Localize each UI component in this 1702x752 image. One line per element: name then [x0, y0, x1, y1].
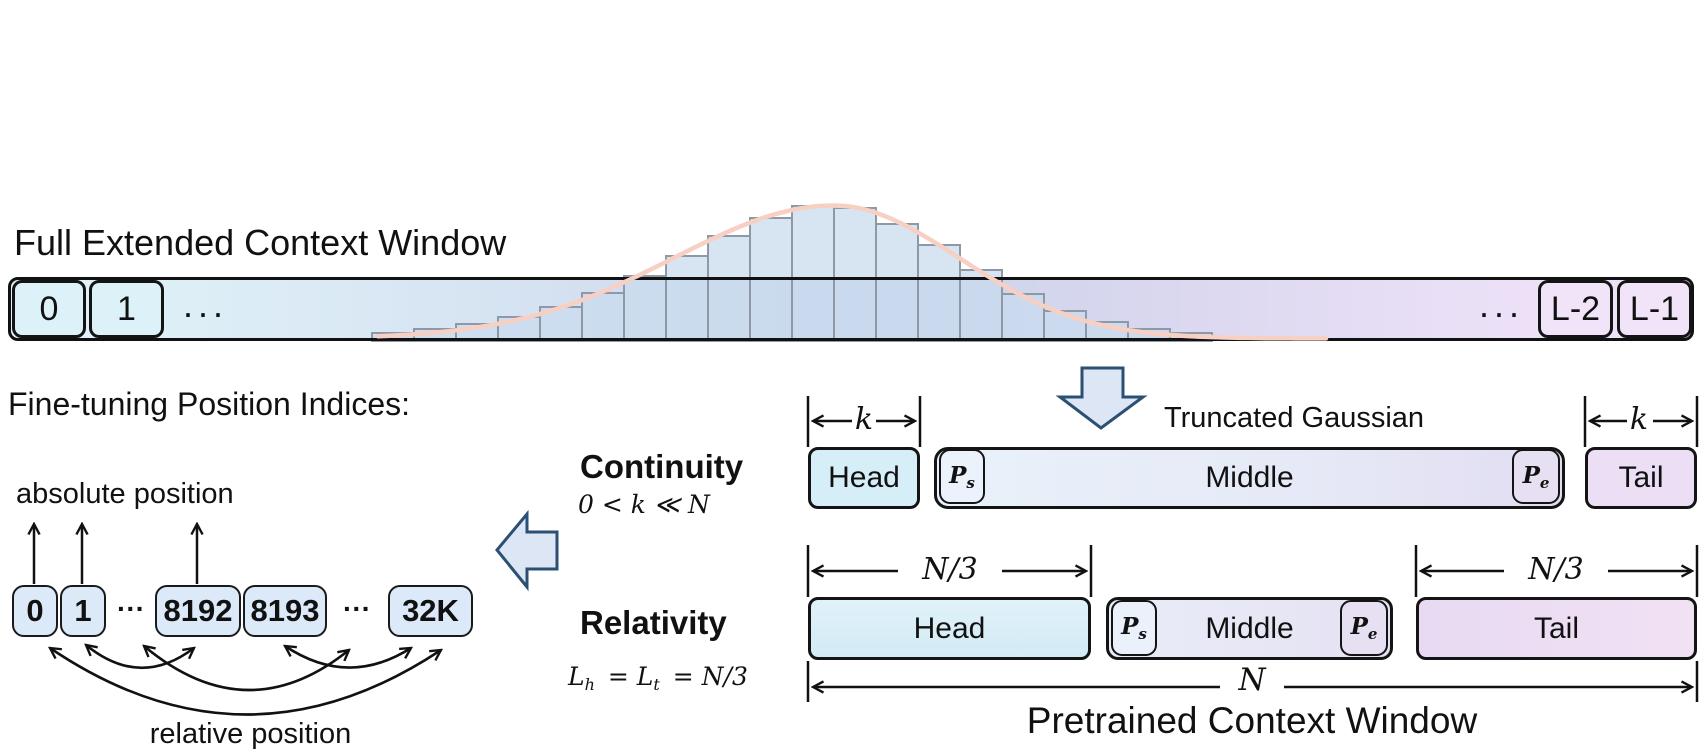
relative-position-label: relative position	[149, 718, 352, 750]
down-arrow-icon	[1055, 366, 1148, 430]
n3-label-head: N/3	[922, 552, 978, 587]
cell-0: 0	[12, 280, 86, 338]
position-box-32k: 32K	[388, 585, 473, 637]
position-ellipsis-2: ···	[343, 593, 371, 624]
relativity-label: Relativity	[580, 604, 727, 641]
cell-L1: L-1	[1617, 280, 1692, 338]
pretrained-window-label: Pretrained Context Window	[1026, 700, 1478, 741]
continuity-tail-box: Tail	[1585, 447, 1697, 509]
n-label: N	[1238, 662, 1266, 698]
position-box-0: 0	[12, 585, 58, 637]
continuity-middle-box: Middle	[934, 447, 1565, 509]
ellipsis-right: ···	[1478, 292, 1523, 333]
relativity-head-box: Head	[808, 597, 1091, 660]
extended-window-title: Full Extended Context Window	[14, 222, 507, 263]
continuity-head-box: Head	[808, 447, 920, 509]
k-label-tail: k	[1629, 402, 1649, 437]
truncated-gaussian-label: Truncated Gaussian	[1164, 402, 1425, 434]
continuity-pe-box: Pe	[1512, 449, 1560, 504]
absolute-position-label: absolute position	[16, 478, 234, 510]
relativity-tail-box: Tail	[1416, 597, 1697, 660]
continuity-label: Continuity	[580, 448, 744, 485]
relativity-pe-box: Pe	[1340, 600, 1388, 656]
left-arrow-icon	[495, 509, 559, 592]
extended-window-bar-border	[8, 277, 1694, 341]
relative-position-arcs	[50, 645, 441, 716]
position-box-1: 1	[60, 585, 106, 637]
relativity-constraint: Lh = Lt = N/3	[568, 662, 748, 694]
cell-L2: L-2	[1538, 280, 1613, 338]
continuity-ps-box: Ps	[939, 449, 985, 504]
n3-label-tail: N/3	[1528, 552, 1584, 587]
continuity-constraint: 0 < k ≪ N	[578, 490, 710, 519]
absolute-position-arrows	[34, 524, 197, 584]
k-label-head: k	[854, 402, 874, 437]
ellipsis-left: ···	[182, 292, 227, 333]
position-box-8193: 8193	[243, 585, 327, 637]
fine-tuning-label: Fine-tuning Position Indices:	[8, 386, 410, 422]
position-box-8192: 8192	[155, 585, 241, 637]
relativity-ps-box: Ps	[1111, 600, 1157, 656]
cell-1: 1	[89, 280, 164, 338]
position-ellipsis-1: ···	[117, 593, 145, 624]
